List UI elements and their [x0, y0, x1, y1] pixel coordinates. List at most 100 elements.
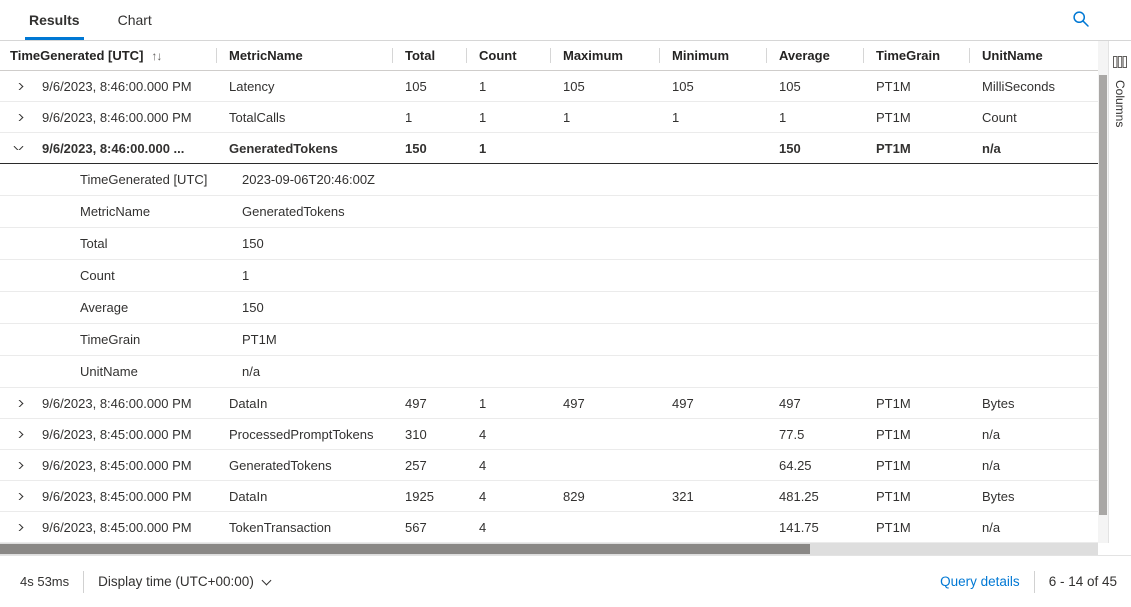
tab-results[interactable]: Results: [25, 0, 84, 40]
cell-maximum: 105: [563, 78, 585, 94]
detail-label: Count: [80, 268, 115, 283]
cell-minimum: 1: [672, 109, 680, 125]
divider: [83, 570, 85, 593]
cell-maximum: 1: [563, 109, 571, 125]
header-timegrain[interactable]: TimeGrain: [863, 41, 969, 70]
detail-row: TimeGrain PT1M: [0, 324, 1098, 356]
cell-minimum: 321: [672, 488, 694, 504]
cell-count: 1: [479, 78, 487, 94]
cell-time: 9/6/2023, 8:46:00.000 PM: [42, 395, 192, 411]
header-count[interactable]: Count: [466, 41, 550, 70]
detail-row: UnitName n/a: [0, 356, 1098, 388]
header-timegenerated[interactable]: TimeGenerated [UTC] ↑↓: [0, 41, 216, 70]
vertical-scrollbar-thumb[interactable]: [1099, 75, 1107, 515]
detail-label: TimeGenerated [UTC]: [80, 172, 208, 187]
detail-row: Count 1: [0, 260, 1098, 292]
cell-timegrain: PT1M: [876, 457, 911, 473]
header-maximum[interactable]: Maximum: [550, 41, 659, 70]
search-icon: [1072, 10, 1090, 31]
query-details-link[interactable]: Query details: [940, 574, 1020, 589]
detail-label: UnitName: [80, 364, 138, 379]
cell-minimum: 497: [672, 395, 694, 411]
cell-timegrain: PT1M: [876, 488, 911, 504]
columns-pane-label: Columns: [1113, 80, 1127, 128]
cell-time: 9/6/2023, 8:45:00.000 PM: [42, 457, 192, 473]
expand-chevron-icon[interactable]: [0, 113, 36, 121]
cell-timegrain: PT1M: [876, 140, 911, 156]
cell-count: 4: [479, 519, 487, 535]
cell-minimum: 105: [672, 78, 694, 94]
cell-total: 257: [405, 457, 427, 473]
cell-metric: DataIn: [229, 488, 268, 504]
cell-unit: Bytes: [982, 488, 1015, 504]
cell-metric: DataIn: [229, 395, 268, 411]
results-grid-area: TimeGenerated [UTC] ↑↓ MetricName Total …: [0, 41, 1131, 543]
cell-metric: GeneratedTokens: [229, 457, 332, 473]
expand-chevron-icon[interactable]: [0, 492, 36, 500]
tab-chart[interactable]: Chart: [117, 12, 152, 28]
expand-chevron-icon[interactable]: [0, 461, 36, 469]
cell-time: 9/6/2023, 8:45:00.000 PM: [42, 426, 192, 442]
detail-row: Average 150: [0, 292, 1098, 324]
expand-chevron-icon[interactable]: [0, 430, 36, 438]
expand-chevron-icon[interactable]: [0, 399, 36, 407]
table-row[interactable]: 9/6/2023, 8:45:00.000 PM TokenTransactio…: [0, 512, 1098, 543]
cell-count: 4: [479, 426, 487, 442]
header-metricname[interactable]: MetricName: [216, 41, 392, 70]
table-row[interactable]: 9/6/2023, 8:46:00.000 PM TotalCalls 1 1 …: [0, 102, 1098, 133]
cell-metric: TokenTransaction: [229, 519, 332, 535]
table-row[interactable]: 9/6/2023, 8:45:00.000 PM DataIn 1925 4 8…: [0, 481, 1098, 512]
chevron-down-icon: [261, 575, 272, 585]
cell-total: 567: [405, 519, 427, 535]
cell-count: 4: [479, 457, 487, 473]
cell-maximum: 829: [563, 488, 585, 504]
table-row[interactable]: 9/6/2023, 8:45:00.000 PM ProcessedPrompt…: [0, 419, 1098, 450]
cell-timegrain: PT1M: [876, 78, 911, 94]
cell-metric: TotalCalls: [229, 109, 286, 125]
table-row[interactable]: 9/6/2023, 8:46:00.000 PM Latency 105 1 1…: [0, 71, 1098, 102]
expand-chevron-icon[interactable]: [0, 523, 36, 531]
cell-unit: n/a: [982, 457, 1001, 473]
cell-timegrain: PT1M: [876, 109, 911, 125]
search-button[interactable]: [1071, 10, 1091, 30]
expanded-details: TimeGenerated [UTC] 2023-09-06T20:46:00Z…: [0, 164, 1098, 388]
cell-timegrain: PT1M: [876, 426, 911, 442]
status-bar: 4s 53ms Display time (UTC+00:00) Query d…: [0, 555, 1131, 607]
cell-total: 310: [405, 426, 427, 442]
expand-chevron-icon[interactable]: [0, 82, 36, 90]
display-time-dropdown[interactable]: Display time (UTC+00:00): [98, 574, 272, 589]
query-duration: 4s 53ms: [20, 574, 70, 589]
cell-total: 150: [405, 140, 427, 156]
table-row[interactable]: 9/6/2023, 8:45:00.000 PM GeneratedTokens…: [0, 450, 1098, 481]
header-timegenerated-label: TimeGenerated [UTC]: [10, 48, 144, 63]
cell-total: 1: [405, 109, 413, 125]
table-header-row: TimeGenerated [UTC] ↑↓ MetricName Total …: [0, 41, 1098, 71]
table-row[interactable]: 9/6/2023, 8:46:00.000 PM DataIn 497 1 49…: [0, 388, 1098, 419]
header-average[interactable]: Average: [766, 41, 863, 70]
cell-time: 9/6/2023, 8:45:00.000 PM: [42, 488, 192, 504]
horizontal-scrollbar-thumb[interactable]: [0, 544, 810, 554]
columns-pane-toggle[interactable]: Columns: [1108, 41, 1131, 543]
header-unitname[interactable]: UnitName: [969, 41, 1098, 70]
header-total[interactable]: Total: [392, 41, 466, 70]
cell-unit: Count: [982, 109, 1017, 125]
horizontal-scrollbar[interactable]: [0, 543, 1098, 555]
cell-average: 481.25: [779, 488, 819, 504]
header-minimum[interactable]: Minimum: [659, 41, 766, 70]
collapse-chevron-icon[interactable]: [0, 146, 36, 150]
detail-value: GeneratedTokens: [242, 204, 345, 219]
cell-unit: n/a: [982, 519, 1001, 535]
cell-average: 150: [779, 140, 801, 156]
cell-timegrain: PT1M: [876, 519, 911, 535]
cell-time: 9/6/2023, 8:46:00.000 PM: [42, 109, 192, 125]
cell-timegrain: PT1M: [876, 395, 911, 411]
cell-total: 1925: [405, 488, 434, 504]
cell-count: 1: [479, 140, 487, 156]
detail-value: 150: [242, 236, 264, 251]
table-row-expanded[interactable]: 9/6/2023, 8:46:00.000 ... GeneratedToken…: [0, 133, 1098, 164]
cell-metric: ProcessedPromptTokens: [229, 426, 374, 442]
vertical-scrollbar[interactable]: [1098, 41, 1108, 543]
detail-value: 1: [242, 268, 250, 283]
cell-average: 64.25: [779, 457, 812, 473]
sort-icon[interactable]: ↑↓: [151, 48, 162, 63]
